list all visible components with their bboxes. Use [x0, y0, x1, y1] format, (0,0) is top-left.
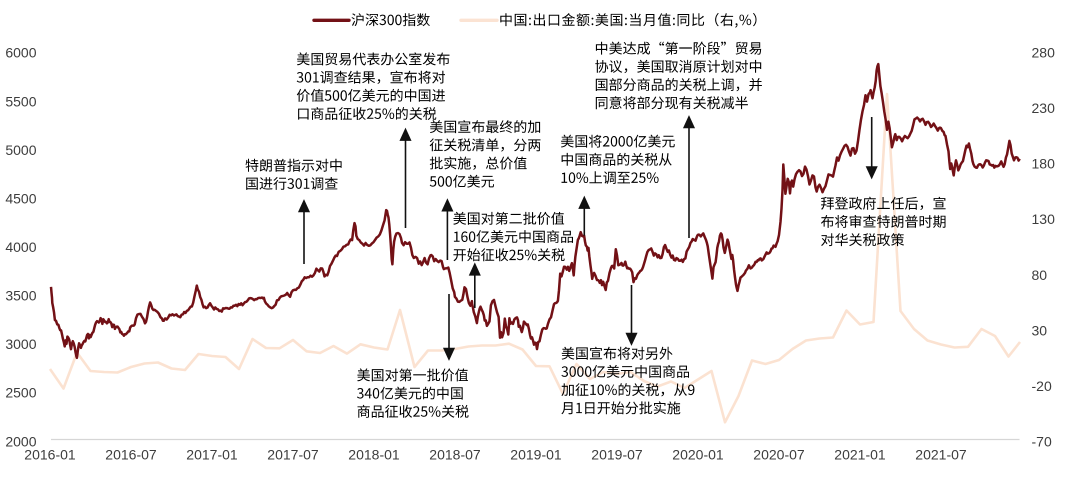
- svg-text:2018-01: 2018-01: [348, 447, 400, 463]
- svg-text:2020-01: 2020-01: [672, 447, 724, 463]
- svg-text:80: 80: [1032, 267, 1048, 283]
- svg-text:-20: -20: [1032, 378, 1052, 394]
- svg-text:2500: 2500: [5, 385, 36, 401]
- svg-text:3500: 3500: [5, 288, 36, 304]
- svg-text:230: 230: [1032, 100, 1056, 116]
- svg-text:2018-07: 2018-07: [429, 447, 481, 463]
- svg-text:2016-07: 2016-07: [105, 447, 157, 463]
- svg-text:-70: -70: [1032, 433, 1052, 449]
- svg-text:2020-07: 2020-07: [753, 447, 805, 463]
- svg-text:4500: 4500: [5, 190, 36, 206]
- svg-text:30: 30: [1032, 322, 1048, 338]
- svg-text:6000: 6000: [5, 45, 36, 61]
- svg-text:280: 280: [1032, 45, 1056, 61]
- svg-text:130: 130: [1032, 211, 1056, 227]
- svg-text:2019-07: 2019-07: [591, 447, 643, 463]
- svg-text:3000: 3000: [5, 336, 36, 352]
- svg-text:5000: 5000: [5, 142, 36, 158]
- svg-text:2016-01: 2016-01: [24, 447, 76, 463]
- svg-text:180: 180: [1032, 156, 1056, 172]
- svg-text:2021-07: 2021-07: [915, 447, 967, 463]
- svg-text:2019-01: 2019-01: [510, 447, 562, 463]
- svg-text:5500: 5500: [5, 93, 36, 109]
- svg-text:2021-01: 2021-01: [834, 447, 886, 463]
- svg-text:2017-01: 2017-01: [186, 447, 238, 463]
- svg-text:4000: 4000: [5, 239, 36, 255]
- svg-text:2017-07: 2017-07: [267, 447, 319, 463]
- svg-text:2000: 2000: [5, 433, 36, 449]
